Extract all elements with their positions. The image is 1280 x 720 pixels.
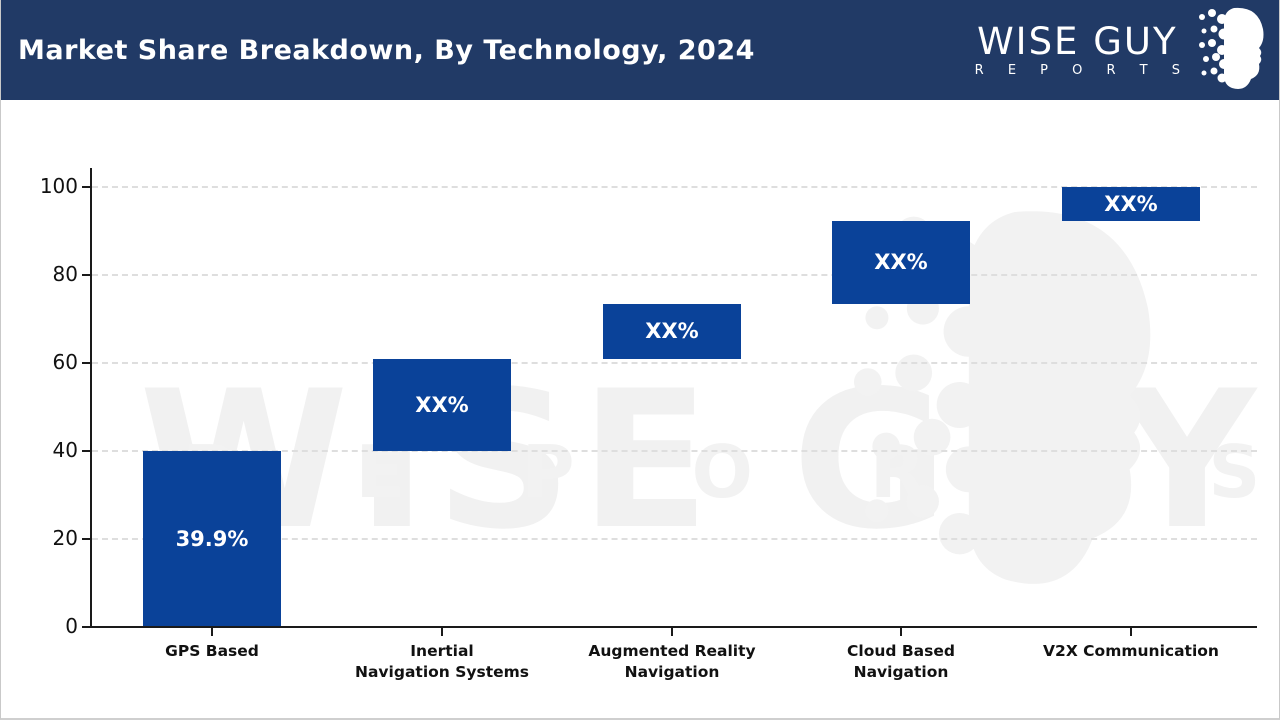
bar-value-label: 39.9% [175, 527, 249, 552]
y-tick-mark [82, 450, 91, 452]
bar-value-label: XX% [645, 319, 699, 344]
x-axis-line [88, 626, 1257, 628]
bar-segment[interactable]: XX% [1062, 187, 1200, 221]
logo-face-icon [1199, 7, 1264, 89]
y-tick-mark [82, 362, 91, 364]
y-axis-line [90, 168, 92, 628]
header-bar: Market Share Breakdown, By Technology, 2… [1, 0, 1279, 100]
gridline [92, 450, 1257, 452]
y-tick-label: 20 [52, 526, 78, 550]
chart-area: WISE GUY R E P O R T S 0 20 40 60 80 100 39.9%… [1, 100, 1279, 718]
wise-guy-logo: WISE GUY R E P O R T S [965, 5, 1268, 95]
x-tick-mark [1130, 628, 1132, 636]
logo-text: WISE GUY R E P O R T S [965, 23, 1190, 78]
logo-subtitle: R E P O R T S [974, 62, 1190, 78]
x-category-label: Inertial Navigation Systems [355, 642, 529, 681]
x-category-label: V2X Communication [1043, 642, 1219, 660]
x-tick-mark [671, 628, 673, 636]
y-tick-mark [82, 626, 91, 628]
bar-value-label: XX% [1104, 191, 1158, 216]
logo-wordmark: WISE GUY [977, 19, 1178, 63]
bar-segment[interactable]: 39.9% [143, 451, 281, 627]
y-tick-mark [82, 274, 91, 276]
x-tick-mark [211, 628, 213, 636]
gridline [92, 274, 1257, 276]
bar-value-label: XX% [415, 393, 469, 417]
x-category-label: Augmented Reality Navigation [588, 642, 756, 681]
x-category-label: Cloud Based Navigation [847, 642, 955, 681]
x-tick-mark [441, 628, 443, 636]
bar-segment[interactable]: XX% [373, 358, 511, 452]
bar-segment[interactable]: XX% [603, 303, 741, 359]
page-title: Market Share Breakdown, By Technology, 2… [18, 34, 755, 66]
y-tick-mark [82, 186, 91, 188]
y-tick-label: 80 [52, 262, 78, 286]
y-tick-label: 60 [52, 350, 78, 374]
x-tick-mark [900, 628, 902, 636]
y-tick-label: 0 [65, 614, 78, 638]
y-tick-mark [82, 538, 91, 540]
gridline [92, 362, 1257, 364]
x-category-label: GPS Based [165, 642, 259, 660]
gridline [92, 538, 1257, 540]
bar-value-label: XX% [874, 250, 928, 275]
y-tick-label: 100 [39, 174, 78, 198]
bar-segment[interactable]: XX% [832, 220, 970, 304]
gridline [92, 186, 1257, 188]
y-tick-label: 40 [52, 438, 78, 462]
